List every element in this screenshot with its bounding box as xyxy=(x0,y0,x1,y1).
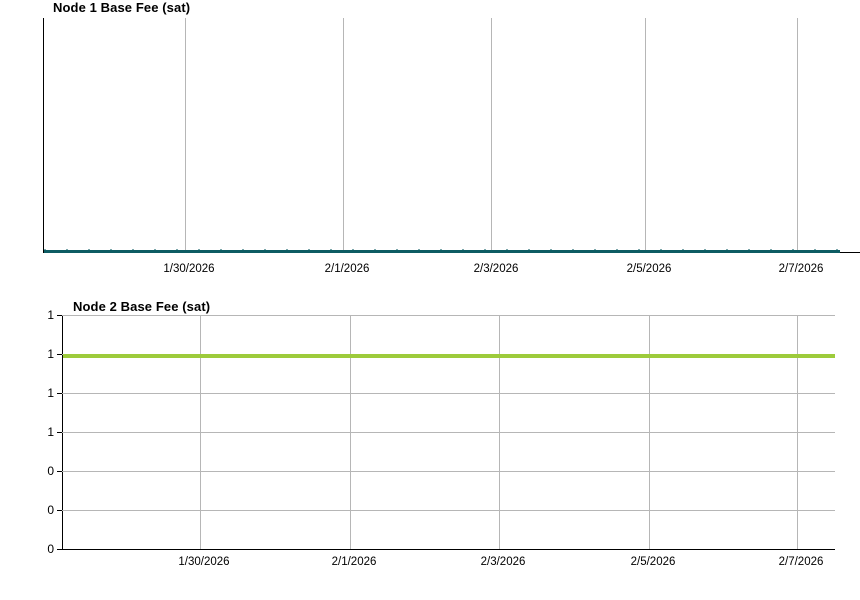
chart-2-y-tick-mark-2 xyxy=(57,393,62,394)
chart-2-hgridline-3 xyxy=(62,432,835,433)
chart-1-gridline-3 xyxy=(491,18,492,252)
chart-2-hgridline-0 xyxy=(62,315,835,316)
chart-2-vgridline-5 xyxy=(797,315,798,549)
chart-1-x-tick-label-4: 2/7/2026 xyxy=(778,263,824,275)
chart-2-y-tick-label-4: 0 xyxy=(47,464,54,478)
chart-2-y-tick-mark-5 xyxy=(57,510,62,511)
chart-2-x-axis-line xyxy=(62,549,835,550)
chart-1-y-axis-line xyxy=(43,18,44,252)
chart-2-y-tick-mark-1 xyxy=(57,354,62,355)
chart-1-x-tick-label-0: 1/30/2026 xyxy=(163,263,215,275)
chart-1-title: Node 1 Base Fee (sat) xyxy=(53,0,191,15)
chart-1-series-markers xyxy=(44,249,840,251)
chart-1-gridline-4 xyxy=(645,18,646,252)
chart-node-2-base-fee: Node 2 Base Fee (sat) 1 1 1 1 0 0 0 1/30… xyxy=(0,290,860,600)
chart-2-y-tick-label-2: 1 xyxy=(47,386,54,400)
chart-2-y-tick-label-3: 1 xyxy=(47,425,54,439)
chart-1-gridline-2 xyxy=(343,18,344,252)
chart-1-gridline-1 xyxy=(185,18,186,252)
chart-2-vgridline-1 xyxy=(200,315,201,549)
chart-2-x-tick-label-2: 2/3/2026 xyxy=(480,556,526,568)
chart-2-vgridline-2 xyxy=(350,315,351,549)
chart-2-hgridline-4 xyxy=(62,471,835,472)
chart-2-hgridline-5 xyxy=(62,510,835,511)
chart-1-series-line xyxy=(44,250,840,253)
chart-2-x-tick-label-3: 2/5/2026 xyxy=(630,556,676,568)
chart-1-gridline-5 xyxy=(797,18,798,252)
chart-2-hgridline-2 xyxy=(62,393,835,394)
chart-1-x-tick-label-1: 2/1/2026 xyxy=(324,263,370,275)
chart-1-x-tick-label-2: 2/3/2026 xyxy=(473,263,519,275)
chart-2-x-tick-label-1: 2/1/2026 xyxy=(331,556,377,568)
chart-2-vgridline-4 xyxy=(649,315,650,549)
chart-2-y-tick-mark-3 xyxy=(57,432,62,433)
chart-2-y-tick-label-6: 0 xyxy=(47,542,54,556)
chart-2-y-tick-mark-6 xyxy=(57,549,62,550)
chart-2-vgridline-3 xyxy=(499,315,500,549)
chart-2-y-tick-mark-0 xyxy=(57,315,62,316)
chart-2-x-tick-label-4: 2/7/2026 xyxy=(778,556,824,568)
chart-2-y-tick-mark-4 xyxy=(57,471,62,472)
chart-2-title: Node 2 Base Fee (sat) xyxy=(73,299,211,314)
chart-2-x-tick-label-0: 1/30/2026 xyxy=(178,556,230,568)
chart-2-y-tick-label-1: 1 xyxy=(47,347,54,361)
chart-node-1-base-fee: Node 1 Base Fee (sat) 1/30/2026 2/1/2026… xyxy=(0,0,860,290)
chart-2-y-tick-label-5: 0 xyxy=(47,503,54,517)
chart-1-x-tick-label-3: 2/5/2026 xyxy=(626,263,672,275)
chart-2-series-line xyxy=(63,354,835,358)
chart-2-y-tick-label-0: 1 xyxy=(47,308,54,322)
